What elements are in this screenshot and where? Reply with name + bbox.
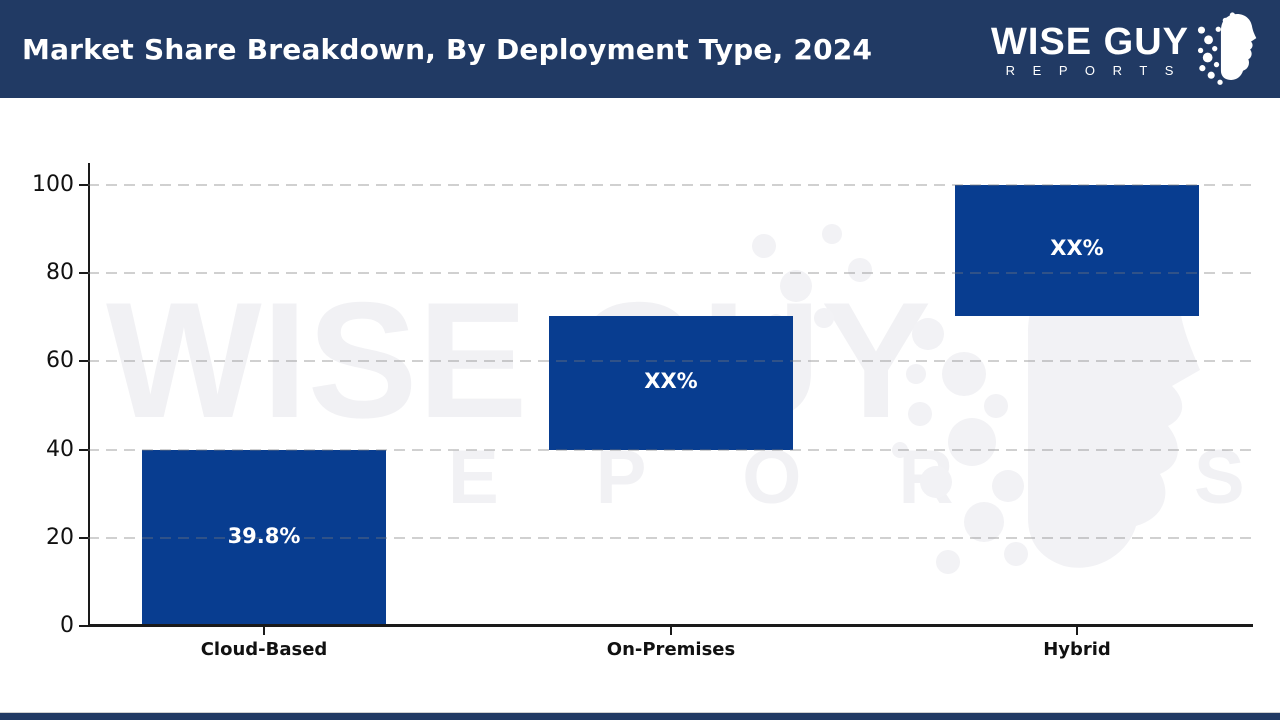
watermark-line1: WISE GUY [106,268,932,452]
y-tick-mark-80 [79,272,88,275]
gridline-80 [88,272,1253,275]
footer-hairline [0,712,1280,713]
bar-value-label: XX% [1050,236,1104,261]
bar-Cloud-Based [142,450,386,626]
gridline-20 [88,536,1253,539]
bar-value-label: 39.8% [227,524,301,549]
wiseguy-logo: WISE GUY R E P O R T S [991,8,1264,92]
y-axis-line [88,163,90,627]
y-tick-mark-40 [79,448,88,451]
y-tick-mark-60 [79,360,88,363]
x-tick-mark-Cloud-Based [263,627,265,635]
y-tick-label-40: 40 [46,436,74,462]
logo-line2: R E P O R T S [1005,62,1181,78]
y-tick-label-20: 20 [46,524,74,550]
gridline-100 [88,184,1253,186]
y-tick-mark-100 [79,184,88,186]
y-tick-mark-20 [79,536,88,539]
header: Market Share Breakdown, By Deployment Ty… [0,0,1280,98]
bar-On-Premises [549,315,793,450]
x-tick-mark-Hybrid [1076,627,1078,635]
footer-bar [0,713,1280,720]
gridline-60 [88,360,1253,363]
wiseguy-head-icon [1197,12,1257,85]
y-tick-label-100: 100 [32,172,74,197]
logo-line1: WISE GUY [990,20,1189,63]
y-tick-mark-0 [79,625,88,627]
x-axis-line [88,624,1253,627]
watermark-head-icon [752,224,1200,574]
bar-Hybrid [955,185,1199,316]
y-tick-label-80: 80 [46,260,74,286]
gridline-40 [88,448,1253,451]
x-tick-label-Cloud-Based: Cloud-Based [200,639,328,660]
x-tick-label-Hybrid: Hybrid [1043,639,1111,660]
page-title: Market Share Breakdown, By Deployment Ty… [22,32,873,66]
x-tick-mark-On-Premises [670,627,672,635]
x-tick-label-On-Premises: On-Premises [606,639,736,660]
bar-value-label: XX% [644,368,698,393]
y-tick-label-60: 60 [46,348,74,374]
logo-wordmark: WISE GUY R E P O R T S [991,22,1189,79]
y-tick-label-0: 0 [60,613,74,638]
